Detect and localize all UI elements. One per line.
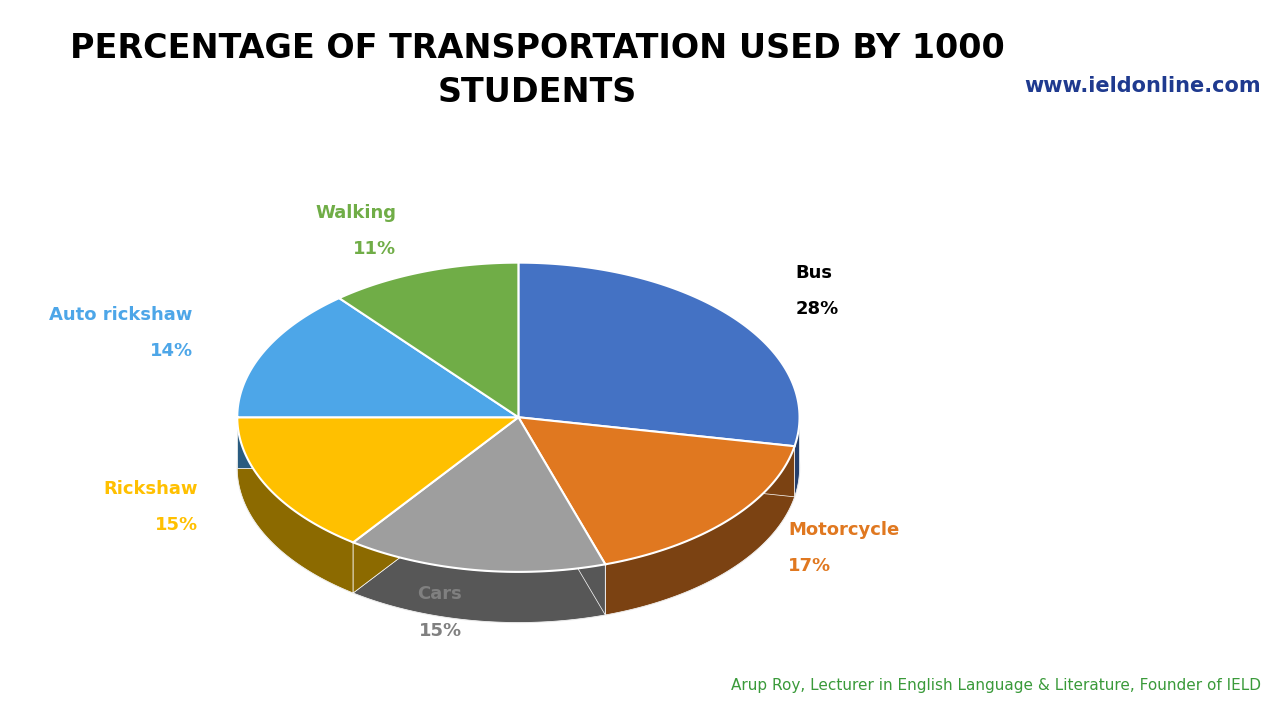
Polygon shape: [353, 418, 518, 593]
Polygon shape: [353, 542, 605, 623]
Text: 28%: 28%: [796, 300, 838, 318]
Text: Rickshaw: Rickshaw: [104, 480, 197, 498]
Polygon shape: [518, 418, 795, 497]
Polygon shape: [237, 298, 518, 418]
Text: Motorcycle: Motorcycle: [788, 521, 900, 539]
Polygon shape: [518, 263, 800, 446]
Text: 14%: 14%: [150, 342, 193, 360]
Polygon shape: [237, 418, 518, 468]
Text: 15%: 15%: [155, 516, 197, 534]
Text: PERCENTAGE OF TRANSPORTATION USED BY 1000: PERCENTAGE OF TRANSPORTATION USED BY 100…: [70, 32, 1005, 66]
Polygon shape: [518, 418, 795, 497]
Text: Arup Roy, Lecturer in English Language & Literature, Founder of IELD: Arup Roy, Lecturer in English Language &…: [731, 678, 1261, 693]
Polygon shape: [237, 313, 800, 623]
Text: Auto rickshaw: Auto rickshaw: [50, 306, 193, 324]
Polygon shape: [353, 418, 605, 572]
Text: Walking: Walking: [315, 204, 397, 222]
Text: Cars: Cars: [417, 585, 462, 603]
Polygon shape: [605, 446, 795, 615]
Polygon shape: [518, 418, 605, 615]
Polygon shape: [518, 418, 795, 564]
Text: 11%: 11%: [353, 240, 397, 258]
Polygon shape: [237, 418, 518, 468]
Polygon shape: [518, 418, 605, 615]
Polygon shape: [237, 418, 518, 542]
Polygon shape: [237, 418, 353, 593]
Text: 15%: 15%: [419, 622, 462, 640]
Text: STUDENTS: STUDENTS: [438, 76, 637, 109]
Text: Bus: Bus: [796, 264, 833, 282]
Polygon shape: [353, 418, 518, 593]
Polygon shape: [339, 263, 518, 418]
Text: www.ieldonline.com: www.ieldonline.com: [1024, 76, 1261, 96]
Text: 17%: 17%: [788, 557, 832, 575]
Polygon shape: [795, 418, 800, 497]
